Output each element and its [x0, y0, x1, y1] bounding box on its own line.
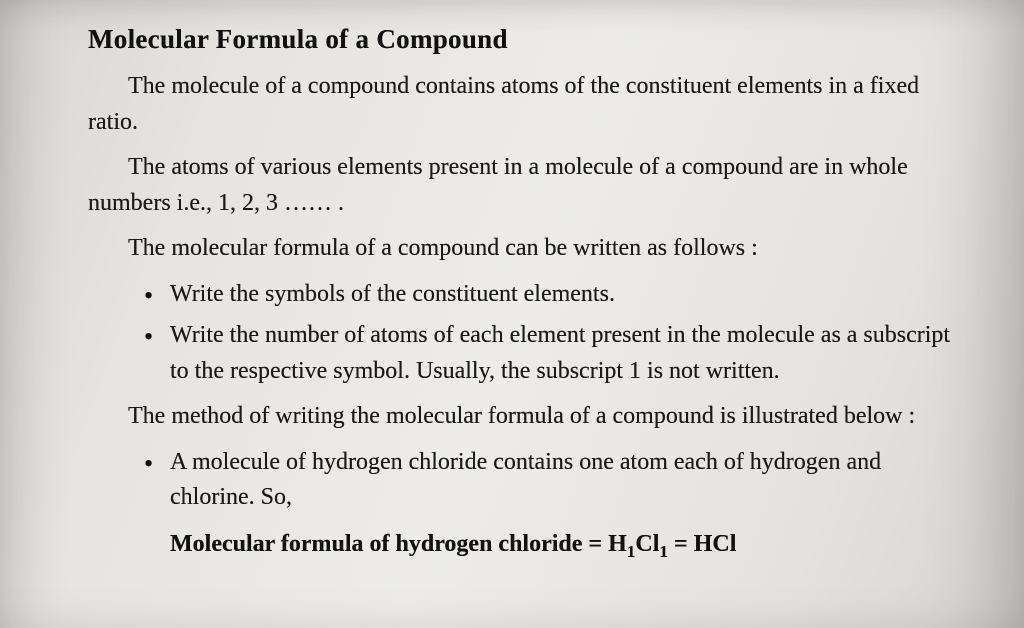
steps-list: Write the symbols of the constituent ele…: [88, 277, 954, 390]
paragraph-3: The molecular formula of a compound can …: [88, 231, 954, 267]
formula-prefix: Molecular formula of hydrogen chloride =: [170, 531, 608, 557]
section-heading: Molecular Formula of a Compound: [88, 24, 954, 55]
paragraph-1: The molecule of a compound contains atom…: [88, 69, 954, 140]
paragraph-2: The atoms of various elements present in…: [88, 150, 954, 221]
formula-cl: Cl: [635, 531, 659, 557]
formula-eq: =: [668, 531, 694, 557]
list-item: A molecule of hydrogen chloride contains…: [144, 445, 954, 516]
textbook-page: Molecular Formula of a Compound The mole…: [0, 0, 1024, 562]
molecular-formula: Molecular formula of hydrogen chloride =…: [170, 526, 954, 562]
formula-cl-sub: 1: [659, 541, 668, 560]
paragraph-4: The method of writing the molecular form…: [88, 399, 954, 435]
list-item: Write the symbols of the constituent ele…: [144, 277, 954, 313]
formula-h: H: [608, 531, 627, 557]
list-item: Write the number of atoms of each elemen…: [144, 318, 954, 389]
example-list: A molecule of hydrogen chloride contains…: [88, 445, 954, 516]
formula-rhs: HCl: [694, 531, 737, 557]
